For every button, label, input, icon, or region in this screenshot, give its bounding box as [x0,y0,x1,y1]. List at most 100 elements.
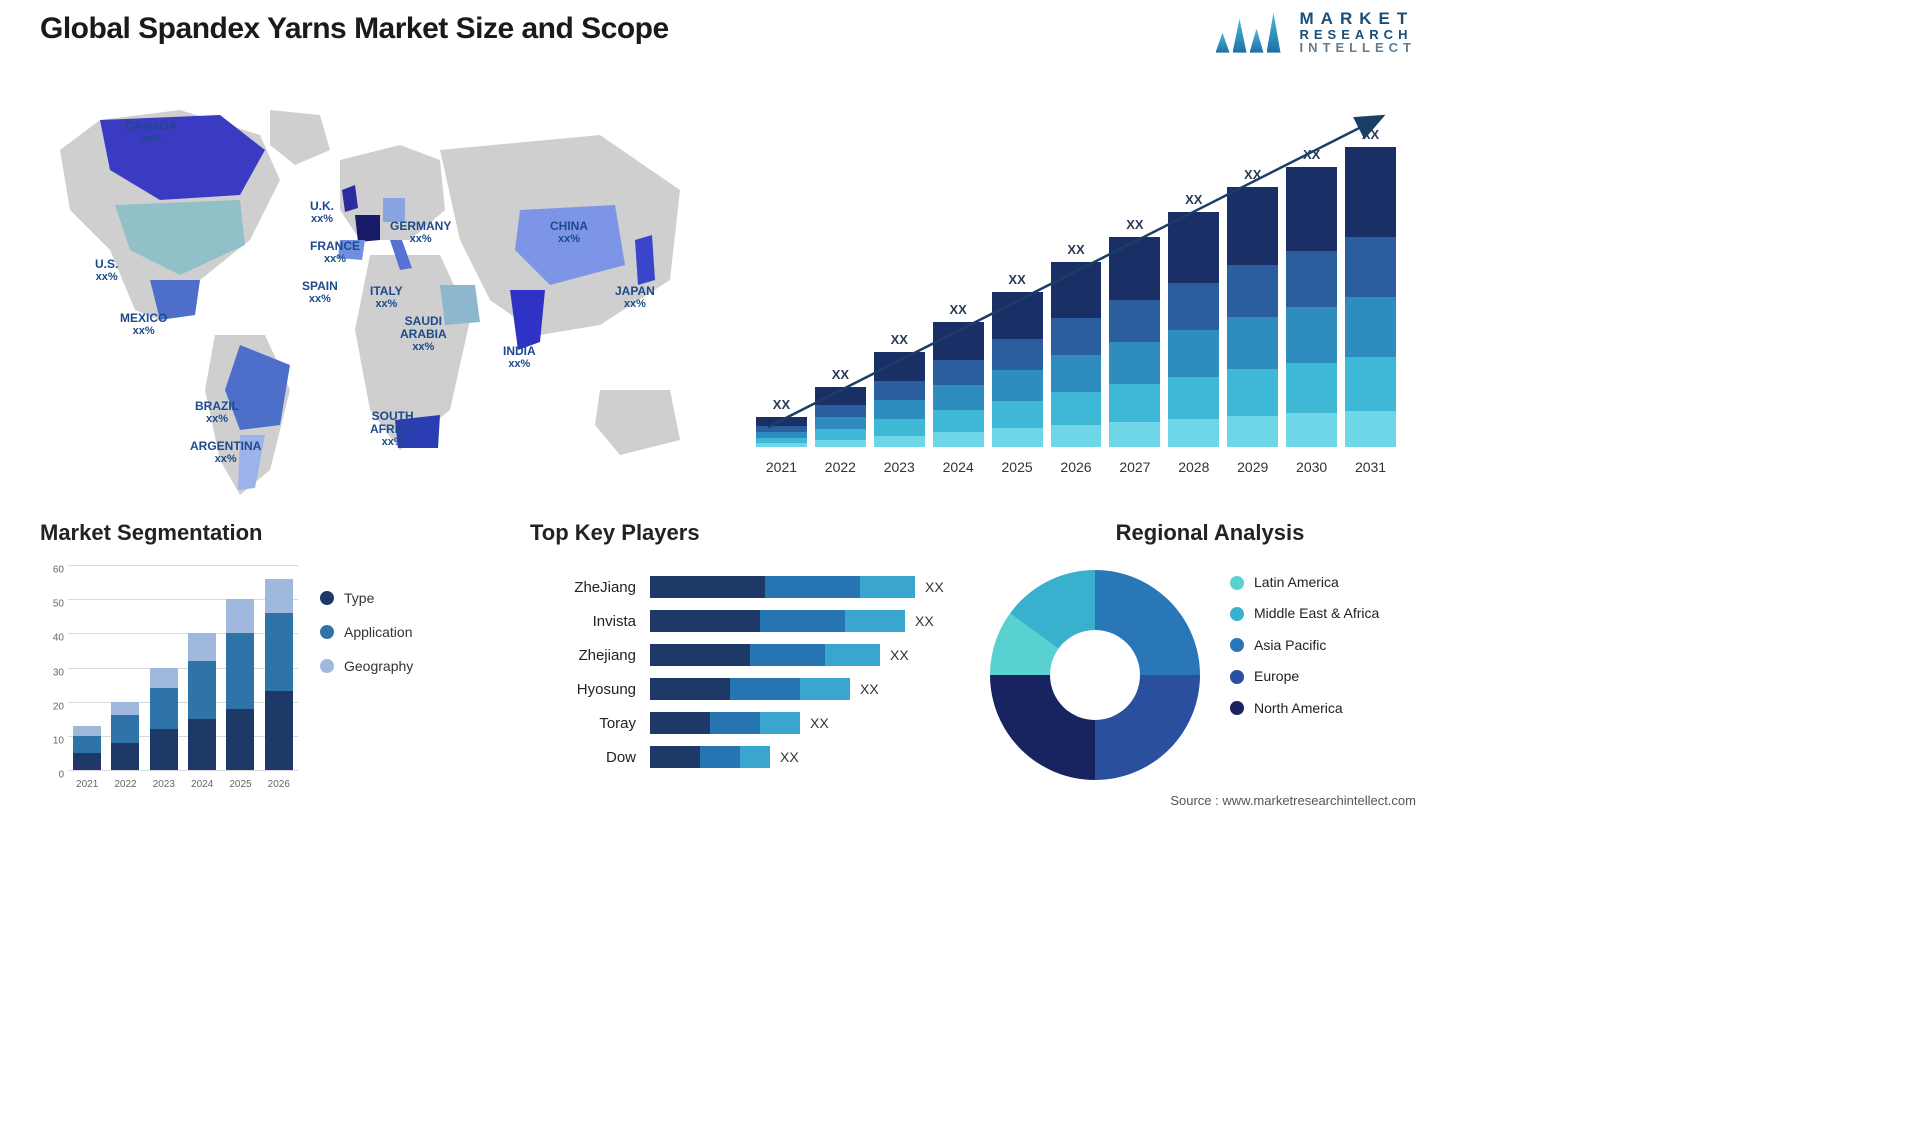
growth-bar-seg [1227,265,1278,317]
segmentation-ytick: 0 [58,770,64,781]
brand-logo: MARKET RESEARCH INTELLECT [1216,10,1417,55]
legend-swatch-icon [320,659,334,673]
growth-bar-value: XX [1051,242,1102,257]
legend-label: Europe [1254,669,1299,684]
growth-bar-seg [1227,317,1278,369]
growth-bar-seg [992,370,1043,401]
growth-bar-seg [1345,357,1396,411]
growth-bar-seg [1227,187,1278,265]
player-row: InvistaXX [530,604,960,638]
player-bar-seg [825,644,880,666]
growth-bar-seg [1051,425,1102,447]
segmentation-seg-application [73,736,101,753]
growth-bar-seg [992,339,1043,370]
growth-bar-seg [756,443,807,447]
segmentation-ytick: 20 [53,701,64,712]
segmentation-ytick: 60 [53,565,64,576]
map-country-france [355,215,380,242]
segmentation-seg-geography [111,702,139,716]
growth-bar-2028: XX [1168,212,1219,447]
logo-line-3: INTELLECT [1300,41,1417,55]
player-bar-seg [650,644,750,666]
segmentation-seg-application [265,613,293,692]
segmentation-seg-type [226,709,254,771]
growth-xlabel: 2023 [874,459,925,475]
page-root: Global Spandex Yarns Market Size and Sco… [0,0,1456,816]
regional-legend: Latin AmericaMiddle East & AfricaAsia Pa… [1230,575,1379,732]
logo-peak-icon [1233,19,1247,53]
legend-swatch-icon [1230,638,1244,652]
segmentation-bar-2023 [150,668,178,771]
player-bar-seg [650,610,760,632]
legend-label: Type [344,590,374,606]
player-bar-seg [650,576,765,598]
segmentation-bars [68,565,298,770]
segmentation-bar-2026 [265,579,293,770]
growth-bar-seg [1051,355,1102,392]
growth-bar-seg [1286,413,1337,447]
segmentation-legend: TypeApplicationGeography [320,590,413,692]
growth-bar-seg [874,352,925,381]
world-map-panel: CANADAxx%U.S.xx%MEXICOxx%BRAZILxx%ARGENT… [40,90,700,505]
map-label-italy: ITALYxx% [370,285,403,310]
growth-chart-xaxis: 2021202220232024202520262027202820292030… [756,459,1396,475]
growth-bar-seg [874,381,925,400]
growth-bar-value: XX [1227,167,1278,182]
segmentation-xlabel: 2022 [114,779,136,790]
segmentation-xaxis: 202120222023202420252026 [68,779,298,790]
player-bar-seg [750,644,825,666]
growth-bar-value: XX [756,397,807,412]
player-bar-seg [710,712,760,734]
growth-bar-seg [1168,330,1219,377]
growth-bar-seg [1109,342,1160,384]
player-bar-seg [800,678,850,700]
growth-bar-seg [992,428,1043,447]
growth-bar-value: XX [1109,217,1160,232]
map-country-japan [635,235,655,285]
regional-title: Regional Analysis [990,520,1430,546]
key-players-title: Top Key Players [530,520,960,546]
player-row: ZhejiangXX [530,638,960,672]
segmentation-seg-application [150,688,178,729]
player-bar [650,576,915,598]
growth-xlabel: 2030 [1286,459,1337,475]
growth-bar-seg [1109,422,1160,447]
player-bar [650,610,905,632]
growth-xlabel: 2024 [933,459,984,475]
map-landmass [270,110,330,165]
player-bar-seg [740,746,770,768]
player-bar [650,746,770,768]
segmentation-ytick: 50 [53,599,64,610]
growth-bar-seg [1109,300,1160,342]
segmentation-seg-type [111,743,139,770]
player-row: ZheJiangXX [530,570,960,604]
player-bar [650,644,880,666]
growth-bar-seg [1286,251,1337,307]
player-bar-seg [760,610,845,632]
page-title: Global Spandex Yarns Market Size and Sco… [40,12,669,46]
segmentation-seg-type [73,753,101,770]
segmentation-seg-application [111,715,139,742]
map-label-uk: U.K.xx% [310,200,334,225]
growth-bar-seg [1227,416,1278,447]
growth-xlabel: 2031 [1345,459,1396,475]
regional-legend-item: Europe [1230,669,1379,684]
regional-legend-item: Latin America [1230,575,1379,590]
segmentation-xlabel: 2021 [76,779,98,790]
growth-bar-value: XX [992,272,1043,287]
player-bar [650,712,800,734]
growth-bar-2025: XX [992,292,1043,447]
growth-xlabel: 2026 [1051,459,1102,475]
growth-bar-seg [933,385,984,410]
player-value: XX [880,647,909,663]
segmentation-bar-2025 [226,599,254,770]
growth-bar-seg [815,429,866,440]
growth-bar-seg [933,410,984,433]
logo-line-1: MARKET [1300,10,1417,28]
map-label-germany: GERMANYxx% [390,220,451,245]
growth-bar-seg [1109,384,1160,422]
map-label-brazil: BRAZILxx% [195,400,239,425]
logo-peak-icon [1250,29,1264,53]
segmentation-title: Market Segmentation [40,520,460,546]
segmentation-seg-application [226,633,254,708]
